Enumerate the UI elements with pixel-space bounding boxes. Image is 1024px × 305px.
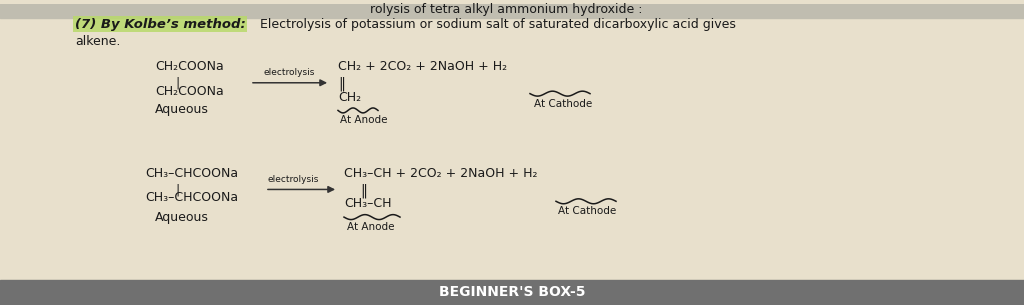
Text: (7) By Kolbe’s method:: (7) By Kolbe’s method:: [75, 18, 246, 30]
Text: electrolysis: electrolysis: [263, 68, 314, 77]
Text: CH₂COONa: CH₂COONa: [155, 60, 224, 73]
Text: CH₃–CHCOONa: CH₃–CHCOONa: [145, 167, 239, 180]
Text: Aqueous: Aqueous: [155, 102, 209, 116]
Text: CH₃–CH + 2CO₂ + 2NaOH + H₂: CH₃–CH + 2CO₂ + 2NaOH + H₂: [344, 167, 538, 180]
Text: alkene.: alkene.: [75, 35, 121, 48]
Text: BEGINNER'S BOX-5: BEGINNER'S BOX-5: [438, 285, 586, 299]
Text: CH₃–CHCOONa: CH₃–CHCOONa: [145, 192, 239, 204]
Text: At Cathode: At Cathode: [558, 206, 616, 216]
Text: ‖: ‖: [338, 77, 345, 92]
Text: CH₂COONa: CH₂COONa: [155, 85, 224, 98]
Text: CH₃–CH: CH₃–CH: [344, 197, 391, 210]
Text: At Cathode: At Cathode: [534, 99, 592, 109]
Text: At Anode: At Anode: [340, 115, 387, 125]
Text: At Anode: At Anode: [347, 222, 394, 232]
Bar: [0, 4, 1024, 18]
Text: electrolysis: electrolysis: [268, 174, 319, 184]
Text: |: |: [175, 77, 179, 90]
Text: |: |: [175, 184, 179, 196]
Text: rolysis of tetra alkyl ammonium hydroxide :: rolysis of tetra alkyl ammonium hydroxid…: [370, 3, 642, 16]
Bar: [0, 280, 1024, 305]
Text: CH₂: CH₂: [338, 91, 361, 104]
Text: Aqueous: Aqueous: [155, 211, 209, 224]
Text: ‖: ‖: [360, 184, 367, 198]
Text: CH₂ + 2CO₂ + 2NaOH + H₂: CH₂ + 2CO₂ + 2NaOH + H₂: [338, 60, 507, 73]
Text: Electrolysis of potassium or sodium salt of saturated dicarboxylic acid gives: Electrolysis of potassium or sodium salt…: [260, 18, 736, 30]
